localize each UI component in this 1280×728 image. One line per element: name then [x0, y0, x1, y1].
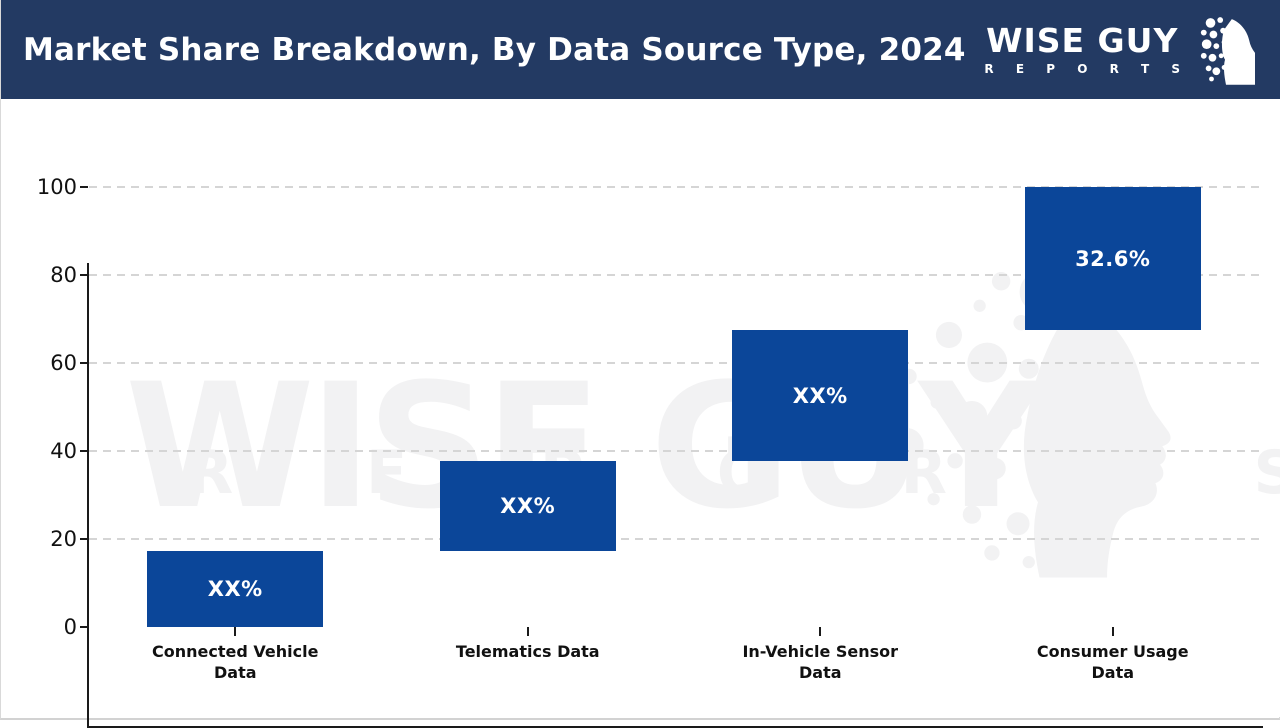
bar-segment: XX%: [147, 550, 324, 627]
bar-value-label: 32.6%: [1075, 246, 1151, 271]
brand-face-icon: [1200, 16, 1255, 85]
y-tick-label: 0: [63, 615, 77, 639]
y-tick-mark: [80, 538, 88, 540]
gridline-y-100: [89, 186, 1259, 188]
gridline-y-80: [89, 274, 1259, 276]
y-tick-label: 80: [50, 263, 77, 287]
y-axis-line: [87, 263, 89, 728]
x-tick-mark: [234, 627, 237, 636]
y-tick-label: 60: [50, 351, 77, 375]
y-tick-label: 20: [50, 527, 77, 551]
y-tick-label: 40: [50, 439, 77, 463]
y-tick-mark: [80, 186, 88, 188]
x-category-label: In-Vehicle Sensor Data: [742, 642, 899, 683]
brand-logo-text: WISE GUY R E P O R T S: [975, 24, 1189, 76]
y-tick-mark: [80, 450, 88, 452]
gridline-y-60: [89, 362, 1259, 364]
bar-segment: XX%: [732, 330, 909, 462]
chart-area: WISE GUY R E P O R T S 0 20 40 60 80 100 XX% Co…: [1, 99, 1280, 728]
y-tick-mark: [80, 362, 88, 364]
x-category-label: Connected Vehicle Data: [152, 642, 319, 683]
bar-segment: XX%: [439, 461, 616, 551]
header-bar: Market Share Breakdown, By Data Source T…: [1, 0, 1280, 99]
bar-value-label: XX%: [792, 383, 848, 408]
gridline-y-20: [89, 538, 1259, 540]
gridline-y-40: [89, 450, 1259, 452]
y-tick-mark: [80, 626, 88, 628]
x-category-label: Telematics Data: [455, 642, 600, 661]
brand-logo-name: WISE GUY: [986, 20, 1179, 60]
x-category-label: Consumer Usage Data: [1036, 642, 1189, 683]
page-title: Market Share Breakdown, By Data Source T…: [23, 31, 966, 68]
plot-area: 0 20 40 60 80 100 XX% Connected Vehicle Data XX% T…: [37, 175, 1259, 682]
bar-segment: 32.6%: [1024, 187, 1201, 331]
bar-value-label: XX%: [207, 576, 263, 601]
brand-logo-tagline: R E P O R T S: [984, 61, 1189, 76]
x-tick-mark: [526, 627, 529, 636]
bar-value-label: XX%: [500, 493, 556, 518]
x-tick-mark: [1111, 627, 1114, 636]
x-tick-mark: [819, 627, 822, 636]
brand-logo: WISE GUY R E P O R T S: [975, 15, 1255, 85]
y-tick-mark: [80, 274, 88, 276]
y-tick-label: 100: [36, 175, 77, 199]
